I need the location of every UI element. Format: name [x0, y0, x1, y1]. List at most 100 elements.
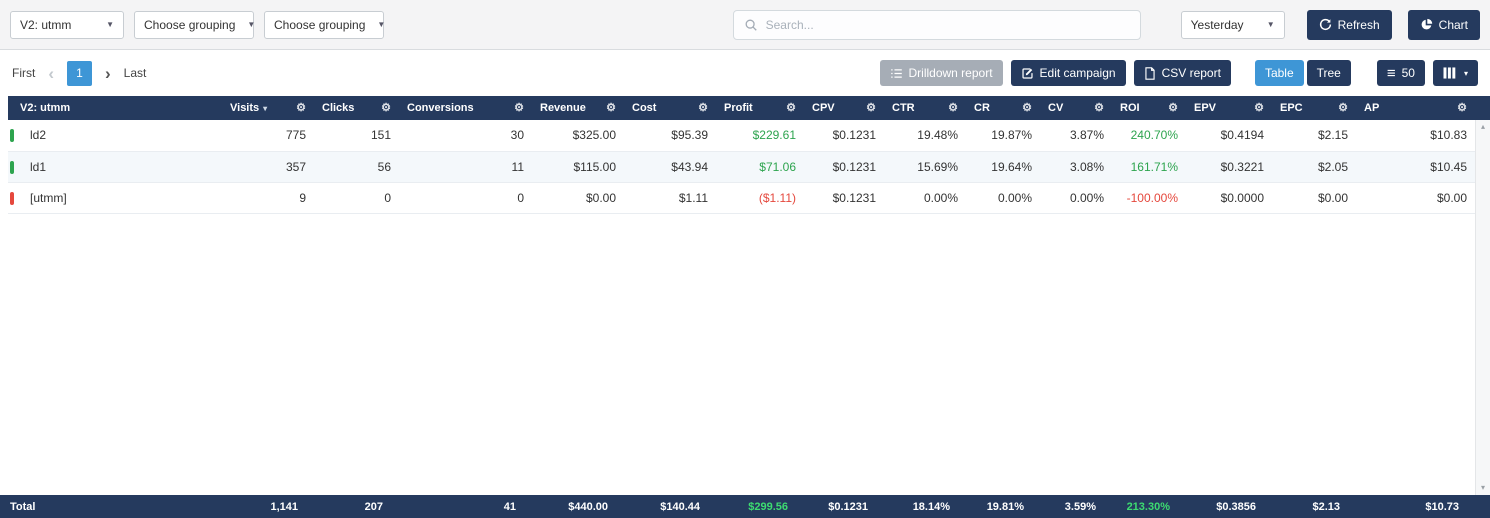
cell-profit: ($1.11): [716, 182, 804, 214]
chevron-down-icon: ▾: [1463, 68, 1468, 78]
date-range-value: Yesterday: [1190, 17, 1244, 32]
column-chooser-button[interactable]: ▾: [1432, 60, 1478, 86]
gear-icon[interactable]: ⚙: [1254, 101, 1264, 114]
cell-name: ld2: [8, 120, 222, 152]
total-profit: $299.56: [748, 500, 788, 513]
gear-icon[interactable]: ⚙: [514, 101, 524, 114]
campaign-filter-select[interactable]: V2: utmm ▼: [10, 10, 124, 39]
cell-visits: 775: [222, 120, 314, 152]
gear-icon[interactable]: ⚙: [1094, 101, 1104, 114]
cell-cv: 3.87%: [1040, 120, 1112, 152]
gear-icon[interactable]: ⚙: [698, 101, 708, 114]
cell-ctr: 0.00%: [884, 182, 966, 214]
cell-clicks: 0: [314, 182, 399, 214]
total-roi: 213.30%: [1126, 500, 1170, 513]
cell-cr: 19.64%: [966, 151, 1040, 183]
grouping-select-2[interactable]: Choose grouping ▼: [264, 10, 385, 39]
cell-cr: 0.00%: [966, 182, 1040, 214]
column-header-profit[interactable]: Profit ⚙: [724, 101, 796, 114]
pagination-last-link[interactable]: Last: [123, 66, 147, 80]
gear-icon[interactable]: ⚙: [948, 101, 958, 114]
cell-cpv: $0.1231: [804, 120, 884, 152]
refresh-button[interactable]: Refresh: [1306, 9, 1392, 40]
grouping-select-1[interactable]: Choose grouping ▼: [134, 10, 255, 39]
gear-icon[interactable]: ⚙: [1022, 101, 1032, 114]
csv-file-icon: [1144, 66, 1155, 80]
status-indicator: [10, 191, 14, 205]
column-header-revenue[interactable]: Revenue ⚙: [540, 101, 616, 114]
scroll-down-arrow[interactable]: ▾: [1480, 483, 1485, 492]
gear-icon[interactable]: ⚙: [786, 101, 796, 114]
pie-chart-icon: [1421, 18, 1432, 30]
table-view-button[interactable]: Table: [1254, 60, 1304, 86]
rows-per-page-button[interactable]: ≡ 50: [1376, 60, 1425, 86]
chevron-left-icon[interactable]: ‹: [48, 63, 54, 83]
gear-icon[interactable]: ⚙: [866, 101, 876, 114]
pagination-current-page[interactable]: 1: [67, 60, 92, 86]
column-header-visits[interactable]: Visits ▾ ⚙: [230, 101, 306, 114]
csv-report-button[interactable]: CSV report: [1133, 60, 1231, 86]
gear-icon[interactable]: ⚙: [381, 101, 391, 114]
drilldown-report-button[interactable]: Drilldown report: [879, 60, 1003, 86]
tree-view-button[interactable]: Tree: [1306, 60, 1351, 86]
chevron-right-icon[interactable]: ›: [105, 63, 111, 83]
cell-name: ld1: [8, 151, 222, 183]
cell-conversions: 30: [399, 120, 532, 152]
status-indicator: [10, 129, 14, 142]
cell-ap: $10.45: [1356, 151, 1475, 183]
column-header-roi[interactable]: ROI ⚙: [1120, 101, 1178, 114]
columns-icon: [1443, 67, 1456, 79]
chevron-down-icon: ▼: [1266, 20, 1275, 29]
chart-button[interactable]: Chart: [1407, 9, 1480, 40]
total-ap: $10.73: [1425, 500, 1459, 513]
vertical-scrollbar[interactable]: ▴ ▾: [1475, 120, 1490, 495]
column-header-name[interactable]: V2: utmm: [20, 102, 71, 114]
cell-profit: $229.61: [716, 120, 804, 152]
column-header-cv[interactable]: CV ⚙: [1048, 101, 1104, 114]
edit-campaign-button[interactable]: Edit campaign: [1010, 60, 1126, 86]
cell-revenue: $0.00: [532, 182, 624, 214]
column-header-ctr[interactable]: CTR ⚙: [892, 101, 958, 114]
search-box: [732, 9, 1141, 40]
gear-icon[interactable]: ⚙: [606, 101, 616, 114]
total-epc: $2.13: [1312, 500, 1340, 513]
cell-profit: $71.06: [716, 151, 804, 183]
column-header-ap[interactable]: AP ⚙: [1364, 101, 1467, 114]
column-header-cr[interactable]: CR ⚙: [974, 101, 1032, 114]
top-toolbar: V2: utmm ▼ Choose grouping ▼ Choose grou…: [0, 0, 1490, 50]
date-range-select[interactable]: Yesterday ▼: [1180, 10, 1285, 39]
cell-cv: 0.00%: [1040, 182, 1112, 214]
table-row[interactable]: ld2 775 151 30 $325.00 $95.39 $229.61 $0…: [8, 120, 1475, 152]
column-header-conversions[interactable]: Conversions ⚙: [407, 101, 524, 114]
search-icon: [745, 19, 757, 31]
search-input[interactable]: [765, 17, 1130, 32]
grouping-2-value: Choose grouping: [274, 17, 366, 32]
column-header-clicks[interactable]: Clicks ⚙: [322, 101, 391, 114]
cell-roi: 240.70%: [1112, 120, 1186, 152]
cell-cost: $43.94: [624, 151, 716, 183]
total-cr: 19.81%: [986, 500, 1024, 513]
column-header-epv[interactable]: EPV ⚙: [1194, 101, 1264, 114]
table-row[interactable]: [utmm] 9 0 0 $0.00 $1.11 ($1.11) $0.1231…: [8, 182, 1475, 214]
cell-visits: 9: [222, 182, 314, 214]
column-header-cpv[interactable]: CPV ⚙: [812, 101, 876, 114]
cell-cost: $95.39: [624, 120, 716, 152]
column-header-cost[interactable]: Cost ⚙: [632, 101, 708, 114]
gear-icon[interactable]: ⚙: [1168, 101, 1178, 114]
report-table-body: ld2 775 151 30 $325.00 $95.39 $229.61 $0…: [8, 120, 1490, 214]
status-indicator: [10, 160, 14, 174]
gear-icon[interactable]: ⚙: [1457, 101, 1467, 114]
table-row[interactable]: ld1 357 56 11 $115.00 $43.94 $71.06 $0.1…: [8, 151, 1475, 183]
pagination-first-link[interactable]: First: [12, 66, 36, 80]
cell-epc: $2.15: [1272, 120, 1356, 152]
grouping-1-value: Choose grouping: [144, 17, 236, 32]
gear-icon[interactable]: ⚙: [296, 101, 306, 114]
report-table-header: V2: utmm Visits ▾ ⚙ Clicks ⚙ Conversions ⚙ R…: [8, 96, 1490, 120]
gear-icon[interactable]: ⚙: [1338, 101, 1348, 114]
scroll-up-arrow[interactable]: ▴: [1480, 122, 1485, 131]
list-icon: [890, 68, 902, 78]
cell-clicks: 151: [314, 120, 399, 152]
column-header-epc[interactable]: EPC ⚙: [1280, 101, 1348, 114]
cell-name: [utmm]: [8, 182, 222, 214]
cell-ap: $10.83: [1356, 120, 1475, 152]
